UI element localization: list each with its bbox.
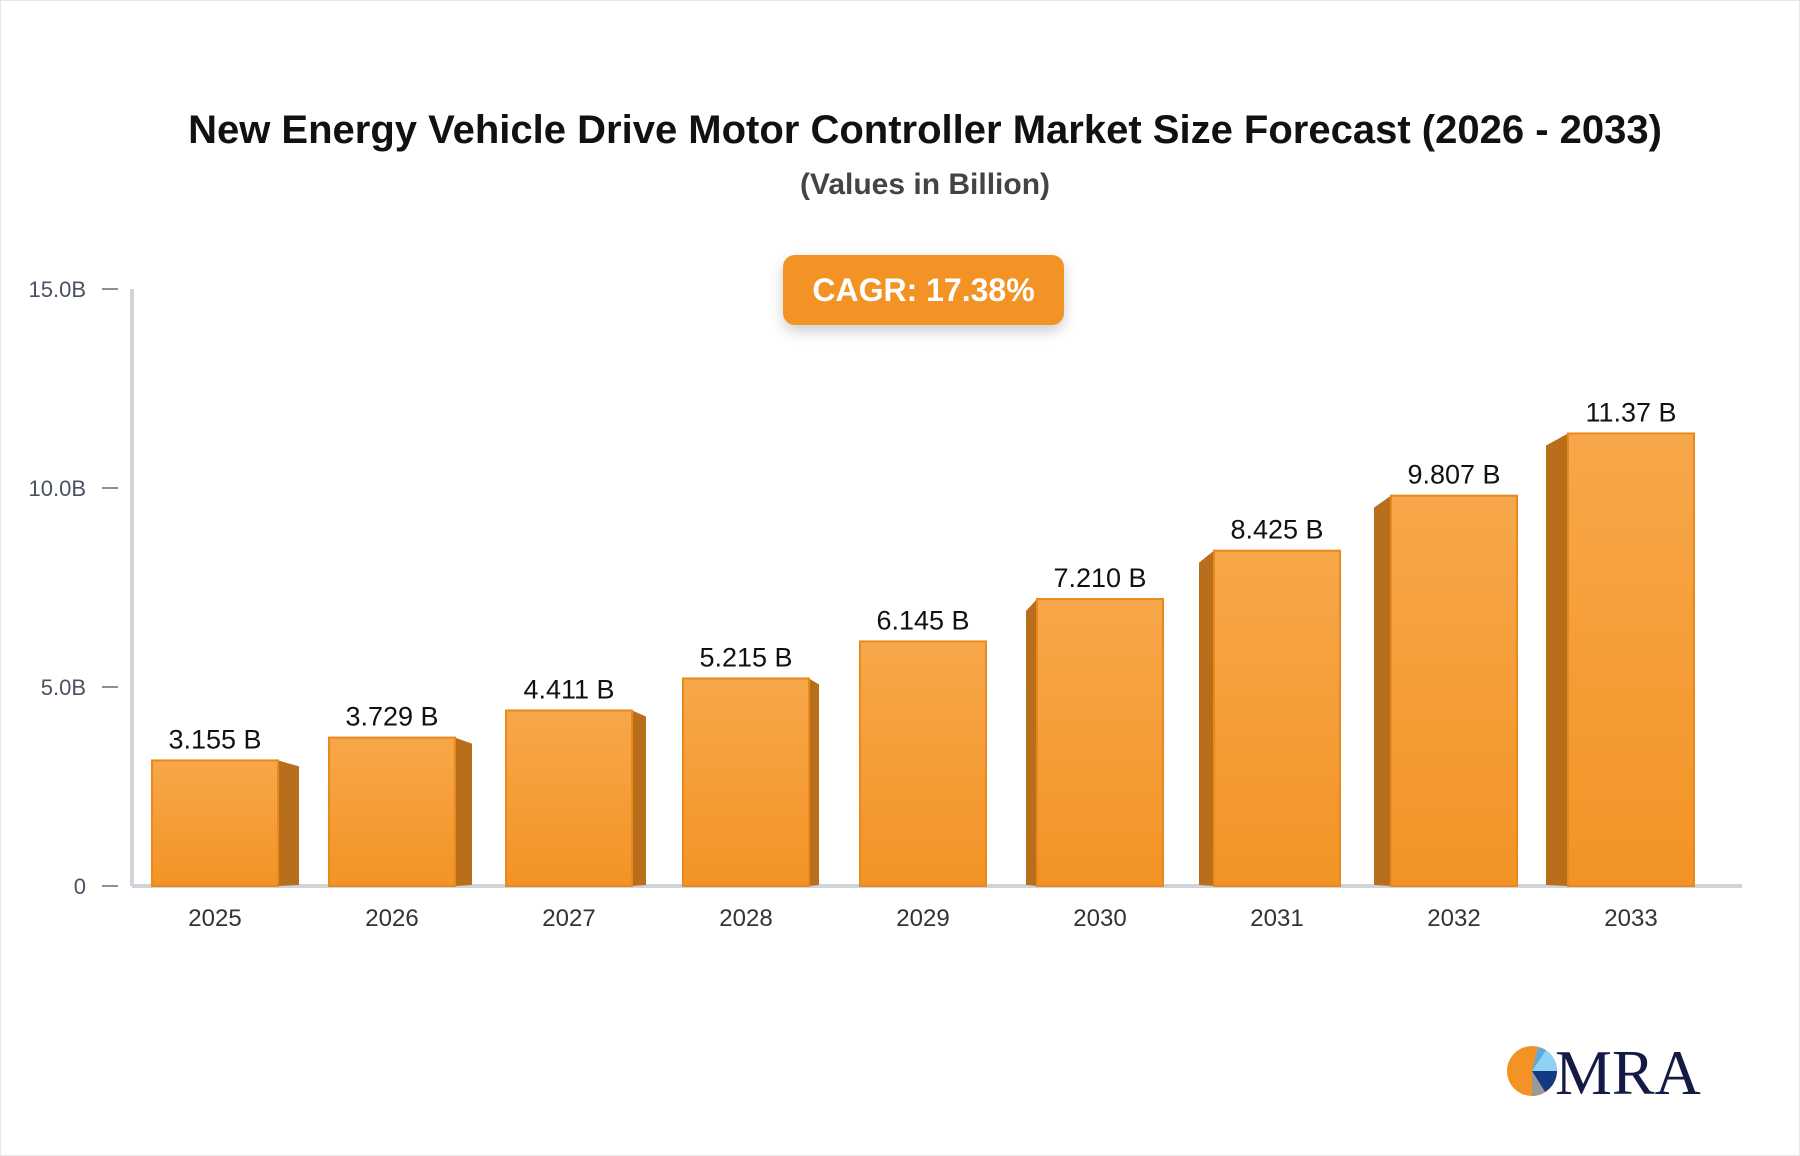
x-tick-label: 2029 bbox=[896, 905, 949, 932]
data-label: 6.145 B bbox=[876, 605, 969, 635]
data-label: 4.411 B bbox=[523, 674, 614, 704]
data-label: 3.155 B bbox=[168, 724, 261, 754]
bar bbox=[1036, 598, 1164, 887]
x-tick-label: 2032 bbox=[1427, 905, 1480, 932]
y-tick-label: 5.0B bbox=[41, 675, 86, 700]
x-tick-label: 2026 bbox=[365, 905, 418, 932]
x-tick-label: 2031 bbox=[1250, 905, 1303, 932]
bar-side bbox=[1374, 495, 1391, 886]
x-tick-label: 2025 bbox=[188, 905, 241, 932]
data-label: 3.729 B bbox=[345, 702, 438, 732]
bar bbox=[859, 640, 987, 888]
bar bbox=[682, 677, 810, 887]
data-label: 9.807 B bbox=[1407, 460, 1500, 490]
bar bbox=[151, 759, 279, 888]
y-tick-label: 0 bbox=[74, 874, 86, 899]
data-label: 5.215 B bbox=[699, 642, 792, 672]
bar bbox=[1390, 494, 1518, 887]
bar-side bbox=[1199, 550, 1214, 886]
bar bbox=[1213, 549, 1341, 887]
data-label: 8.425 B bbox=[1230, 515, 1323, 545]
bar-side bbox=[809, 678, 819, 886]
x-tick-label: 2028 bbox=[719, 905, 772, 932]
bar bbox=[505, 709, 633, 887]
y-tick-label: 10.0B bbox=[29, 476, 87, 501]
bar-side bbox=[455, 737, 472, 886]
x-tick-label: 2033 bbox=[1604, 905, 1657, 932]
y-tick-label: 15.0B bbox=[29, 277, 87, 302]
cagr-badge: CAGR: 17.38% bbox=[783, 255, 1064, 325]
data-label: 7.210 B bbox=[1053, 563, 1146, 593]
bar bbox=[328, 736, 456, 888]
bar-side bbox=[1546, 433, 1568, 886]
chart-subtitle: (Values in Billion) bbox=[799, 168, 1051, 201]
bar-side bbox=[632, 710, 646, 886]
bar bbox=[1567, 432, 1695, 887]
x-tick-label: 2030 bbox=[1073, 905, 1126, 932]
chart-title: New Energy Vehicle Drive Motor Controlle… bbox=[188, 108, 1662, 152]
x-tick-label: 2027 bbox=[542, 905, 595, 932]
bar-side bbox=[278, 760, 299, 886]
data-label: 11.37 B bbox=[1585, 397, 1676, 427]
bar-side bbox=[1026, 599, 1037, 886]
